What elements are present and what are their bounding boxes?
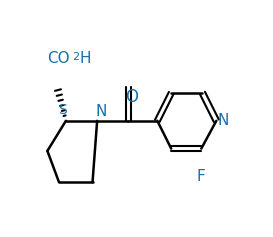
Text: F: F [197, 169, 206, 184]
Text: N: N [218, 113, 229, 128]
Text: CO: CO [47, 51, 70, 66]
Text: O: O [125, 87, 138, 105]
Text: S: S [58, 103, 67, 117]
Text: H: H [80, 51, 91, 66]
Text: N: N [96, 104, 107, 119]
Text: 2: 2 [72, 52, 79, 62]
